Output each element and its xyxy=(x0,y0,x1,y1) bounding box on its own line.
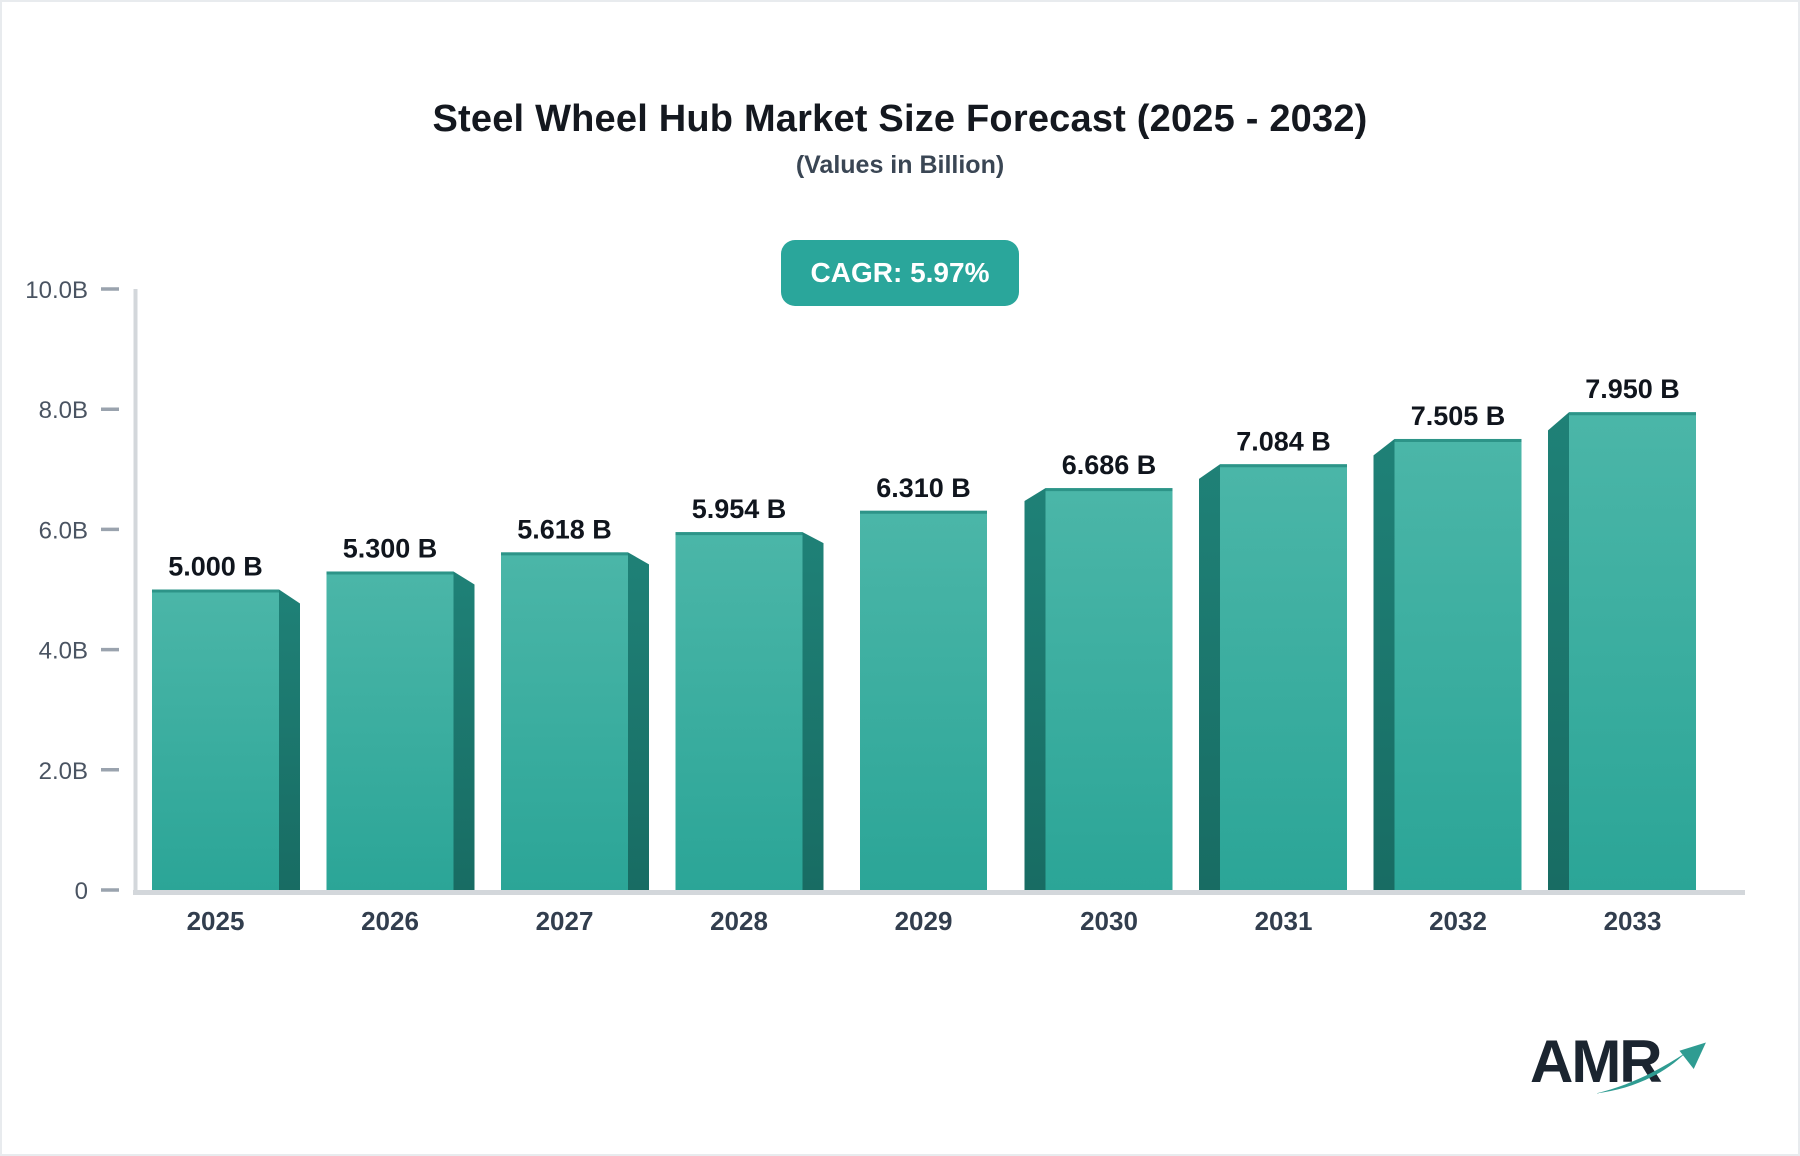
value-label: 5.618 B xyxy=(517,514,612,544)
y-axis-label: 6.0B xyxy=(39,517,88,544)
bar-side-face xyxy=(453,571,475,890)
y-axis-label: 8.0B xyxy=(39,397,88,424)
bar-2033: 7.950 B 2033 xyxy=(1548,374,1696,936)
bar-front-face xyxy=(501,552,628,890)
value-label: 7.950 B xyxy=(1585,374,1680,404)
x-axis-label: 2027 xyxy=(536,906,594,936)
value-label: 5.000 B xyxy=(168,552,263,582)
bar-front-face xyxy=(1394,438,1522,890)
y-axis-label: 4.0B xyxy=(39,638,88,665)
bar-2029: 6.310 B 2029 xyxy=(860,473,987,936)
amr-logo: AMR xyxy=(1530,1032,1720,1108)
bar-side-face xyxy=(1373,438,1395,890)
bar-front-face xyxy=(326,571,454,890)
bar-front-face xyxy=(675,532,803,890)
bar-side-face xyxy=(1548,412,1569,890)
x-axis-label: 2033 xyxy=(1604,906,1662,936)
bar-side-face xyxy=(628,552,649,890)
y-axis: 0 2.0B 4.0B 6.0B 8.0B 10.0B xyxy=(25,277,138,905)
bar-front-face xyxy=(1220,464,1347,890)
y-axis-label: 10.0B xyxy=(25,277,88,304)
bar-2030: 6.686 B 2030 xyxy=(1024,450,1173,936)
chart-header: Steel Wheel Hub Market Size Forecast (20… xyxy=(2,2,1798,307)
y-axis-label: 2.0B xyxy=(39,758,88,785)
bar-2026: 5.300 B 2026 xyxy=(326,533,475,936)
amr-logo-arrow-icon xyxy=(1596,1042,1706,1094)
chart-subtitle: (Values in Billion) xyxy=(795,151,1005,179)
bar-side-face xyxy=(279,589,300,890)
bar-front-face xyxy=(860,510,987,890)
y-axis-label: 0 xyxy=(75,878,88,905)
x-axis-label: 2029 xyxy=(895,906,953,936)
bar-side-face xyxy=(802,532,824,890)
bar-front-face xyxy=(1045,488,1173,890)
value-label: 5.954 B xyxy=(692,494,787,524)
bar-2027: 5.618 B 2027 xyxy=(501,514,649,936)
value-label: 6.686 B xyxy=(1062,450,1157,480)
x-axis-label: 2026 xyxy=(361,906,419,936)
value-label: 6.310 B xyxy=(876,473,971,503)
value-label: 7.505 B xyxy=(1411,401,1506,431)
chart-title: Steel Wheel Hub Market Size Forecast (20… xyxy=(432,98,1368,140)
bar-2025: 5.000 B 2025 xyxy=(152,552,300,936)
bar-2032: 7.505 B 2032 xyxy=(1373,401,1522,936)
x-axis-label: 2031 xyxy=(1255,906,1313,936)
bar-front-face xyxy=(152,589,279,890)
cagr-badge: CAGR: 5.97% xyxy=(780,240,1020,307)
x-axis-label: 2025 xyxy=(187,906,245,936)
bar-front-face xyxy=(1569,412,1696,890)
value-label: 5.300 B xyxy=(343,533,438,563)
x-axis-label: 2032 xyxy=(1429,906,1487,936)
bar-side-face xyxy=(1199,464,1220,890)
x-axis-label: 2028 xyxy=(710,906,768,936)
bar-2028: 5.954 B 2028 xyxy=(675,494,824,936)
x-axis-label: 2030 xyxy=(1080,906,1138,936)
bar-side-face xyxy=(1024,488,1046,890)
value-label: 7.084 B xyxy=(1236,426,1331,456)
bar-2031: 7.084 B 2031 xyxy=(1199,426,1347,936)
